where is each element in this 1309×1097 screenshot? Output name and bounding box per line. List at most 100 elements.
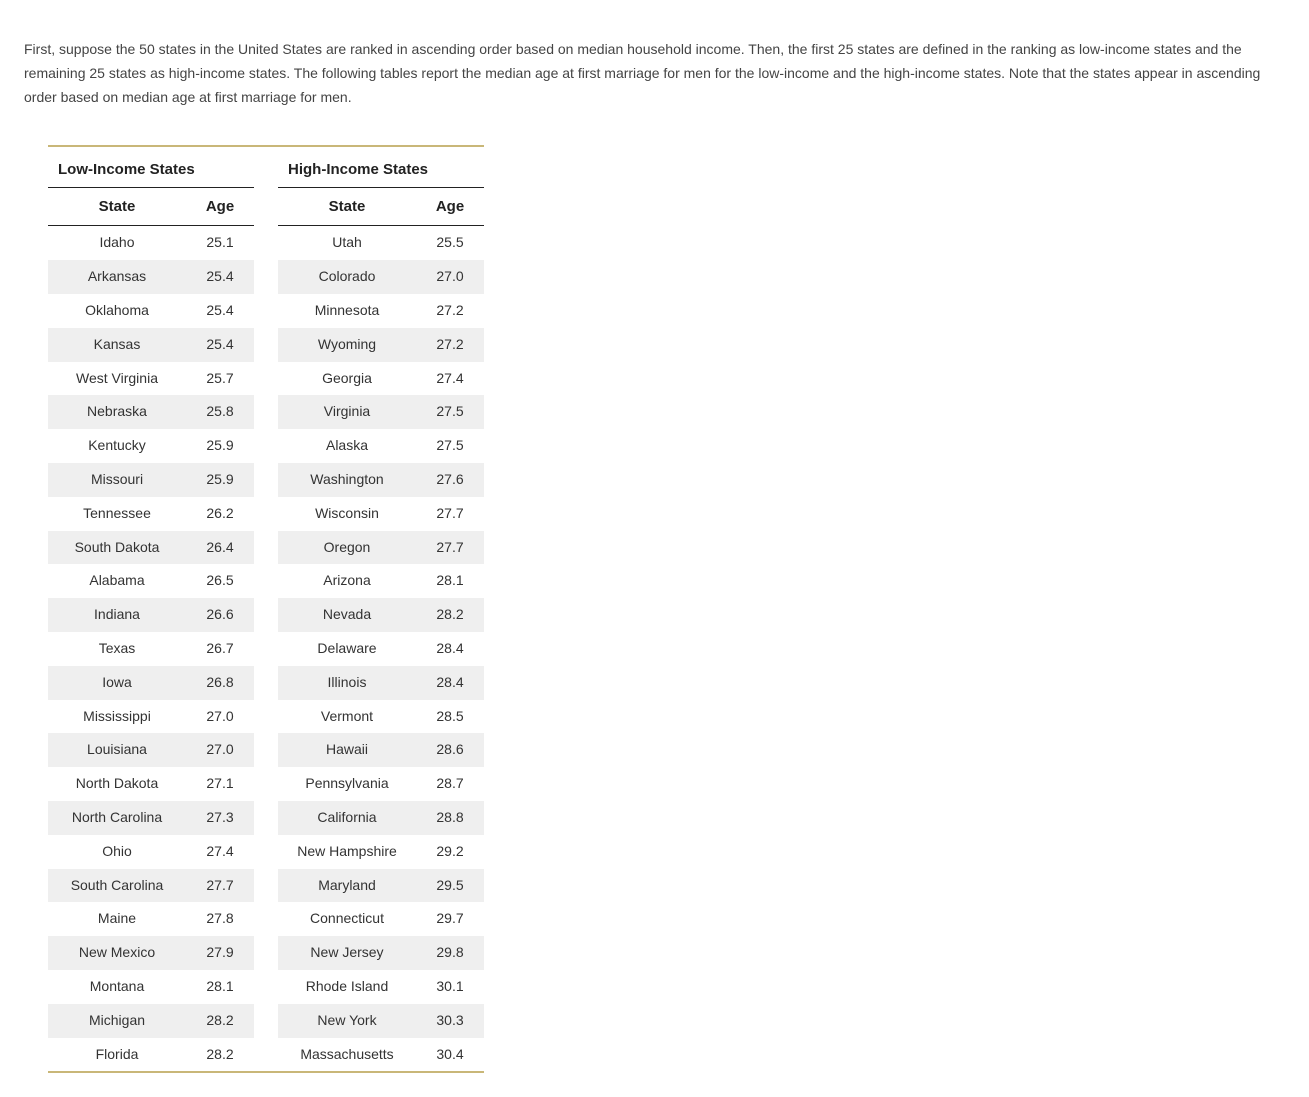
state-cell: Ohio xyxy=(48,835,186,869)
age-cell: 28.8 xyxy=(416,801,484,835)
age-cell: 28.2 xyxy=(186,1038,254,1072)
age-cell: 26.6 xyxy=(186,598,254,632)
state-cell: Alabama xyxy=(48,564,186,598)
age-cell: 25.1 xyxy=(186,226,254,260)
table-row: Maine27.8 xyxy=(48,902,254,936)
state-cell: Pennsylvania xyxy=(278,767,416,801)
table-row: South Dakota26.4 xyxy=(48,531,254,565)
state-cell: Maryland xyxy=(278,869,416,903)
age-cell: 27.6 xyxy=(416,463,484,497)
table-row: West Virginia25.7 xyxy=(48,362,254,396)
age-cell: 29.8 xyxy=(416,936,484,970)
age-cell: 25.5 xyxy=(416,226,484,260)
age-cell: 27.0 xyxy=(186,700,254,734)
table-row: Oklahoma25.4 xyxy=(48,294,254,328)
age-cell: 29.5 xyxy=(416,869,484,903)
state-cell: Minnesota xyxy=(278,294,416,328)
state-cell: Colorado xyxy=(278,260,416,294)
table-row: Florida28.2 xyxy=(48,1038,254,1072)
age-cell: 28.7 xyxy=(416,767,484,801)
table-row: Vermont28.5 xyxy=(278,700,484,734)
age-cell: 27.5 xyxy=(416,429,484,463)
state-cell: Alaska xyxy=(278,429,416,463)
state-cell: New Mexico xyxy=(48,936,186,970)
state-cell: New Jersey xyxy=(278,936,416,970)
table-row: Minnesota27.2 xyxy=(278,294,484,328)
state-cell: North Dakota xyxy=(48,767,186,801)
table-row: Utah25.5 xyxy=(278,226,484,260)
table-row: South Carolina27.7 xyxy=(48,869,254,903)
age-cell: 26.8 xyxy=(186,666,254,700)
intro-paragraph: First, suppose the 50 states in the Unit… xyxy=(24,38,1284,109)
age-cell: 30.1 xyxy=(416,970,484,1004)
age-cell: 25.4 xyxy=(186,294,254,328)
state-cell: Nebraska xyxy=(48,395,186,429)
age-cell: 25.8 xyxy=(186,395,254,429)
table-row: Georgia27.4 xyxy=(278,362,484,396)
age-cell: 26.4 xyxy=(186,531,254,565)
age-cell: 28.4 xyxy=(416,632,484,666)
low-income-table: Low-Income States State Age Idaho25.1Ark… xyxy=(48,151,254,1071)
age-cell: 30.3 xyxy=(416,1004,484,1038)
state-cell: Hawaii xyxy=(278,733,416,767)
table-row: Kentucky25.9 xyxy=(48,429,254,463)
state-cell: Louisiana xyxy=(48,733,186,767)
state-cell: Florida xyxy=(48,1038,186,1072)
state-cell: Missouri xyxy=(48,463,186,497)
table-row: Michigan28.2 xyxy=(48,1004,254,1038)
state-cell: Rhode Island xyxy=(278,970,416,1004)
state-cell: Georgia xyxy=(278,362,416,396)
age-cell: 27.2 xyxy=(416,328,484,362)
state-cell: California xyxy=(278,801,416,835)
age-cell: 28.1 xyxy=(186,970,254,1004)
table-row: Arkansas25.4 xyxy=(48,260,254,294)
age-cell: 27.4 xyxy=(186,835,254,869)
state-cell: Nevada xyxy=(278,598,416,632)
low-income-col-state: State xyxy=(48,187,186,226)
low-income-title: Low-Income States xyxy=(48,151,254,187)
low-income-col-age: Age xyxy=(186,187,254,226)
state-cell: Vermont xyxy=(278,700,416,734)
age-cell: 29.7 xyxy=(416,902,484,936)
state-cell: New York xyxy=(278,1004,416,1038)
state-cell: Montana xyxy=(48,970,186,1004)
table-row: Illinois28.4 xyxy=(278,666,484,700)
state-cell: Wisconsin xyxy=(278,497,416,531)
table-row: New Mexico27.9 xyxy=(48,936,254,970)
state-cell: Tennessee xyxy=(48,497,186,531)
table-row: North Carolina27.3 xyxy=(48,801,254,835)
age-cell: 26.5 xyxy=(186,564,254,598)
state-cell: North Carolina xyxy=(48,801,186,835)
age-cell: 27.2 xyxy=(416,294,484,328)
state-cell: Arkansas xyxy=(48,260,186,294)
table-row: Idaho25.1 xyxy=(48,226,254,260)
state-cell: New Hampshire xyxy=(278,835,416,869)
high-income-col-age: Age xyxy=(416,187,484,226)
age-cell: 25.7 xyxy=(186,362,254,396)
age-cell: 27.5 xyxy=(416,395,484,429)
age-cell: 30.4 xyxy=(416,1038,484,1072)
table-row: Indiana26.6 xyxy=(48,598,254,632)
state-cell: Washington xyxy=(278,463,416,497)
table-row: Ohio27.4 xyxy=(48,835,254,869)
state-cell: Mississippi xyxy=(48,700,186,734)
state-cell: West Virginia xyxy=(48,362,186,396)
age-cell: 27.3 xyxy=(186,801,254,835)
age-cell: 27.0 xyxy=(416,260,484,294)
table-row: Alaska27.5 xyxy=(278,429,484,463)
age-cell: 28.2 xyxy=(416,598,484,632)
high-income-table: High-Income States State Age Utah25.5Col… xyxy=(278,151,484,1071)
high-income-title: High-Income States xyxy=(278,151,484,187)
table-row: Rhode Island30.1 xyxy=(278,970,484,1004)
table-row: Massachusetts30.4 xyxy=(278,1038,484,1072)
age-cell: 28.6 xyxy=(416,733,484,767)
high-income-col-state: State xyxy=(278,187,416,226)
age-cell: 27.7 xyxy=(186,869,254,903)
state-cell: South Carolina xyxy=(48,869,186,903)
age-cell: 27.4 xyxy=(416,362,484,396)
state-cell: Iowa xyxy=(48,666,186,700)
age-cell: 26.2 xyxy=(186,497,254,531)
table-row: New York30.3 xyxy=(278,1004,484,1038)
state-cell: Arizona xyxy=(278,564,416,598)
state-cell: Utah xyxy=(278,226,416,260)
